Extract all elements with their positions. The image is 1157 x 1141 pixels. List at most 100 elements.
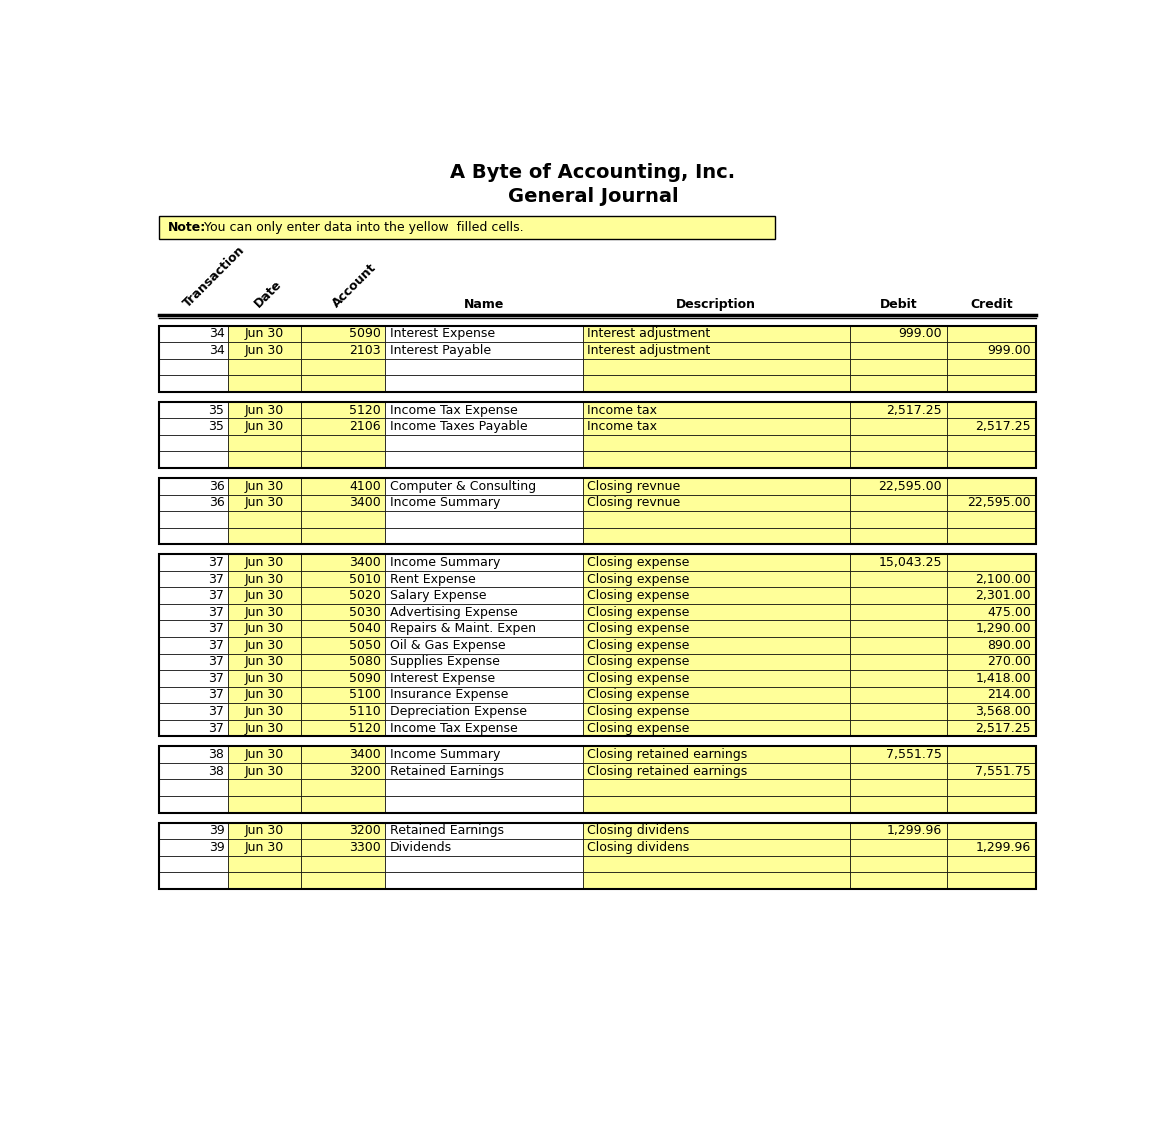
Text: 1,418.00: 1,418.00 [975,672,1031,685]
Text: Income tax: Income tax [587,404,657,416]
Bar [850,779,946,796]
Bar [582,452,850,468]
Bar [228,494,301,511]
Bar [850,435,946,452]
Text: 37: 37 [208,622,224,636]
Bar [946,570,1036,588]
Text: You can only enter data into the yellow  filled cells.: You can only enter data into the yellow … [204,221,523,234]
Bar [850,872,946,889]
Bar [385,654,582,670]
Bar [301,637,385,654]
Text: 7,551.75: 7,551.75 [975,764,1031,778]
Bar [228,604,301,621]
Text: Closing revnue: Closing revnue [587,480,680,493]
Text: 2,517.25: 2,517.25 [975,420,1031,434]
Bar [159,555,228,570]
Bar [946,779,1036,796]
Text: Note:: Note: [168,221,206,234]
Bar [159,555,1036,736]
Bar [582,419,850,435]
Text: 890.00: 890.00 [987,639,1031,652]
Bar [385,670,582,687]
Bar [582,604,850,621]
Text: Jun 30: Jun 30 [245,589,285,602]
Bar [159,325,228,342]
Text: 1,299.96: 1,299.96 [977,841,1031,853]
Bar [946,555,1036,570]
Bar [946,342,1036,358]
Text: Jun 30: Jun 30 [245,672,285,685]
Text: 999.00: 999.00 [988,343,1031,357]
Bar [301,670,385,687]
Text: Closing expense: Closing expense [587,606,690,618]
Text: Jun 30: Jun 30 [245,655,285,669]
Bar [301,325,385,342]
Text: Closing revnue: Closing revnue [587,496,680,509]
Text: 22,595.00: 22,595.00 [878,480,942,493]
Bar [228,779,301,796]
Bar [946,358,1036,375]
Bar [159,435,228,452]
Bar [946,402,1036,419]
Text: Supplies Expense: Supplies Expense [390,655,500,669]
Text: Income Summary: Income Summary [390,496,500,509]
Bar [946,588,1036,604]
Text: 3300: 3300 [349,841,381,853]
Text: Jun 30: Jun 30 [245,748,285,761]
Bar [946,452,1036,468]
Text: Closing expense: Closing expense [587,688,690,702]
Text: Account: Account [330,261,379,310]
Bar [582,779,850,796]
Bar [850,588,946,604]
Text: 5080: 5080 [349,655,381,669]
Text: 37: 37 [208,705,224,718]
Bar [946,763,1036,779]
Bar [850,570,946,588]
Bar [946,687,1036,703]
Text: Jun 30: Jun 30 [245,404,285,416]
Bar [850,654,946,670]
Bar [850,687,946,703]
Text: 2106: 2106 [349,420,381,434]
Text: Oil & Gas Expense: Oil & Gas Expense [390,639,506,652]
Bar [582,375,850,391]
Text: Salary Expense: Salary Expense [390,589,486,602]
Bar [582,325,850,342]
Text: 37: 37 [208,606,224,618]
Text: 35: 35 [208,404,224,416]
Text: 35: 35 [208,420,224,434]
Bar [946,746,1036,763]
Bar [582,637,850,654]
Text: Jun 30: Jun 30 [245,420,285,434]
Bar [582,823,850,839]
Bar [159,325,1036,391]
Bar [385,746,582,763]
Bar [385,856,582,872]
Bar [582,435,850,452]
Bar [582,839,850,856]
Text: 34: 34 [208,343,224,357]
Text: Transaction: Transaction [180,243,248,310]
Bar [301,375,385,391]
Bar [159,604,228,621]
Bar [850,763,946,779]
Bar [159,637,228,654]
Bar [159,402,228,419]
Bar [582,670,850,687]
Text: 15,043.25: 15,043.25 [878,556,942,569]
Text: 36: 36 [208,480,224,493]
Bar [946,604,1036,621]
Bar [159,763,228,779]
Bar [159,856,228,872]
Bar [228,358,301,375]
Bar [946,823,1036,839]
Bar [850,555,946,570]
Bar [301,621,385,637]
Bar [301,839,385,856]
Text: 34: 34 [208,327,224,340]
Bar [228,839,301,856]
Bar [385,621,582,637]
Bar [228,375,301,391]
Bar [850,746,946,763]
Text: Jun 30: Jun 30 [245,639,285,652]
